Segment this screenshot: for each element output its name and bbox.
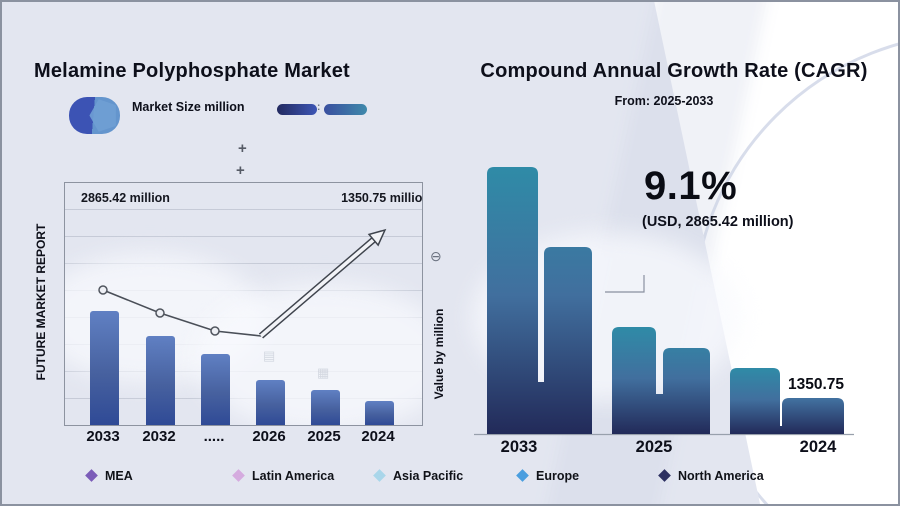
- cagr-detail: (USD, 2865.42 million): [642, 214, 794, 230]
- bar-2033: [90, 311, 119, 425]
- watermark-icon: ▦: [317, 365, 330, 380]
- left-chart-title: Melamine Polyphosphate Market: [34, 60, 350, 82]
- legend-label: Europe: [536, 468, 580, 483]
- x-label-2026: 2026: [252, 428, 286, 445]
- right-chart-subtitle: From: 2025-2033: [614, 94, 714, 108]
- plus-mark-icon: +: [238, 140, 247, 157]
- pill-separator: :: [317, 102, 321, 113]
- legend-diamond-icon: [232, 469, 245, 482]
- bar-group-2033: [487, 167, 592, 434]
- market-size-label: Market Size million: [132, 100, 245, 114]
- right-chart-title: Compound Annual Growth Rate (CAGR): [480, 60, 868, 82]
- bar-2025: [311, 390, 340, 425]
- brand-logo: [69, 97, 120, 134]
- legend-diamond-icon: [85, 469, 98, 482]
- bar-group-2025: [612, 327, 710, 434]
- x-label-2033: 2033: [500, 438, 538, 456]
- bar-value-label: 1350.75: [788, 376, 845, 393]
- left-vertical-watermark: FUTURE MARKET REPORT: [34, 223, 48, 381]
- zoom-out-icon: ⊖: [430, 248, 442, 264]
- market-size-chart: 2865.42 million 1350.75 million ▤ ▦: [64, 182, 423, 426]
- bar-2032: [146, 336, 175, 425]
- decorative-pill-teal: [324, 104, 367, 115]
- plus-mark-icon: +: [236, 162, 245, 179]
- x-label-2025: 2025: [635, 438, 673, 456]
- legend-item-north-america: North America: [658, 468, 764, 483]
- legend-label: MEA: [105, 468, 133, 483]
- legend-label: Latin America: [252, 468, 335, 483]
- decorative-pill-navy: [277, 104, 317, 115]
- bar-.....: [201, 354, 230, 425]
- legend-label: Asia Pacific: [393, 468, 464, 483]
- value-axis-label: Value by million: [432, 308, 446, 400]
- legend-item-asia-pacific: Asia Pacific: [373, 468, 464, 483]
- x-label-2024: 2024: [361, 428, 395, 445]
- cagr-bar-chart: [474, 167, 854, 436]
- bar-series: [65, 183, 422, 425]
- x-label-2032: 2032: [142, 428, 176, 445]
- watermark-icon: ▤: [263, 348, 276, 363]
- x-label-2024: 2024: [799, 438, 837, 456]
- legend-item-latin-america: Latin America: [232, 468, 335, 483]
- legend-diamond-icon: [658, 469, 671, 482]
- legend-diamond-icon: [516, 469, 529, 482]
- bar-2024: [365, 401, 394, 425]
- legend-item-europe: Europe: [516, 468, 580, 483]
- x-label-2033: 2033: [86, 428, 120, 445]
- trend-line-arrow: [98, 228, 387, 339]
- legend-item-mea: MEA: [85, 468, 133, 483]
- end-value-label: 1350.75 million: [341, 191, 423, 205]
- x-label-2025: 2025: [307, 428, 341, 445]
- x-label-.....: .....: [203, 428, 225, 445]
- brand-logo-facet: [89, 99, 116, 132]
- legend-label: North America: [678, 468, 764, 483]
- cagr-value: 9.1%: [644, 164, 738, 208]
- start-value-label: 2865.42 million: [81, 191, 170, 205]
- bar-2026: [256, 380, 285, 425]
- legend-diamond-icon: [373, 469, 386, 482]
- bar-group-2024: [730, 368, 844, 434]
